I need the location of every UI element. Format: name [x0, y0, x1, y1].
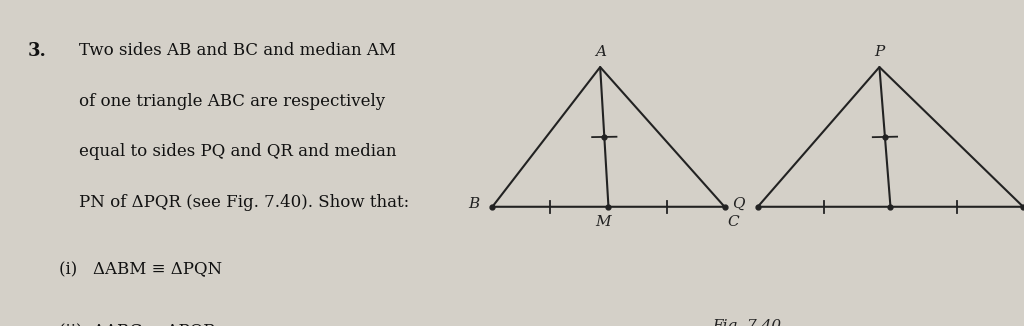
Text: equal to sides PQ and QR and median: equal to sides PQ and QR and median	[80, 143, 397, 160]
Text: Q: Q	[732, 197, 744, 211]
Text: of one triangle ABC are respectively: of one triangle ABC are respectively	[80, 93, 385, 110]
Text: 3.: 3.	[29, 42, 47, 60]
Text: B: B	[468, 197, 479, 211]
Text: Two sides AB and BC and median AM: Two sides AB and BC and median AM	[80, 42, 396, 59]
Text: Fig. 7.40: Fig. 7.40	[712, 319, 781, 326]
Text: A: A	[595, 45, 605, 59]
Text: P: P	[874, 45, 885, 59]
Text: M: M	[596, 215, 611, 229]
Text: (ii)  ΔABC ≡ ΔPQR: (ii) ΔABC ≡ ΔPQR	[58, 323, 216, 326]
Text: PN of ΔPQR (see Fig. 7.40). Show that:: PN of ΔPQR (see Fig. 7.40). Show that:	[80, 194, 410, 211]
Text: C: C	[727, 215, 738, 229]
Text: (i)   ΔABM ≡ ΔPQN: (i) ΔABM ≡ ΔPQN	[58, 261, 222, 278]
